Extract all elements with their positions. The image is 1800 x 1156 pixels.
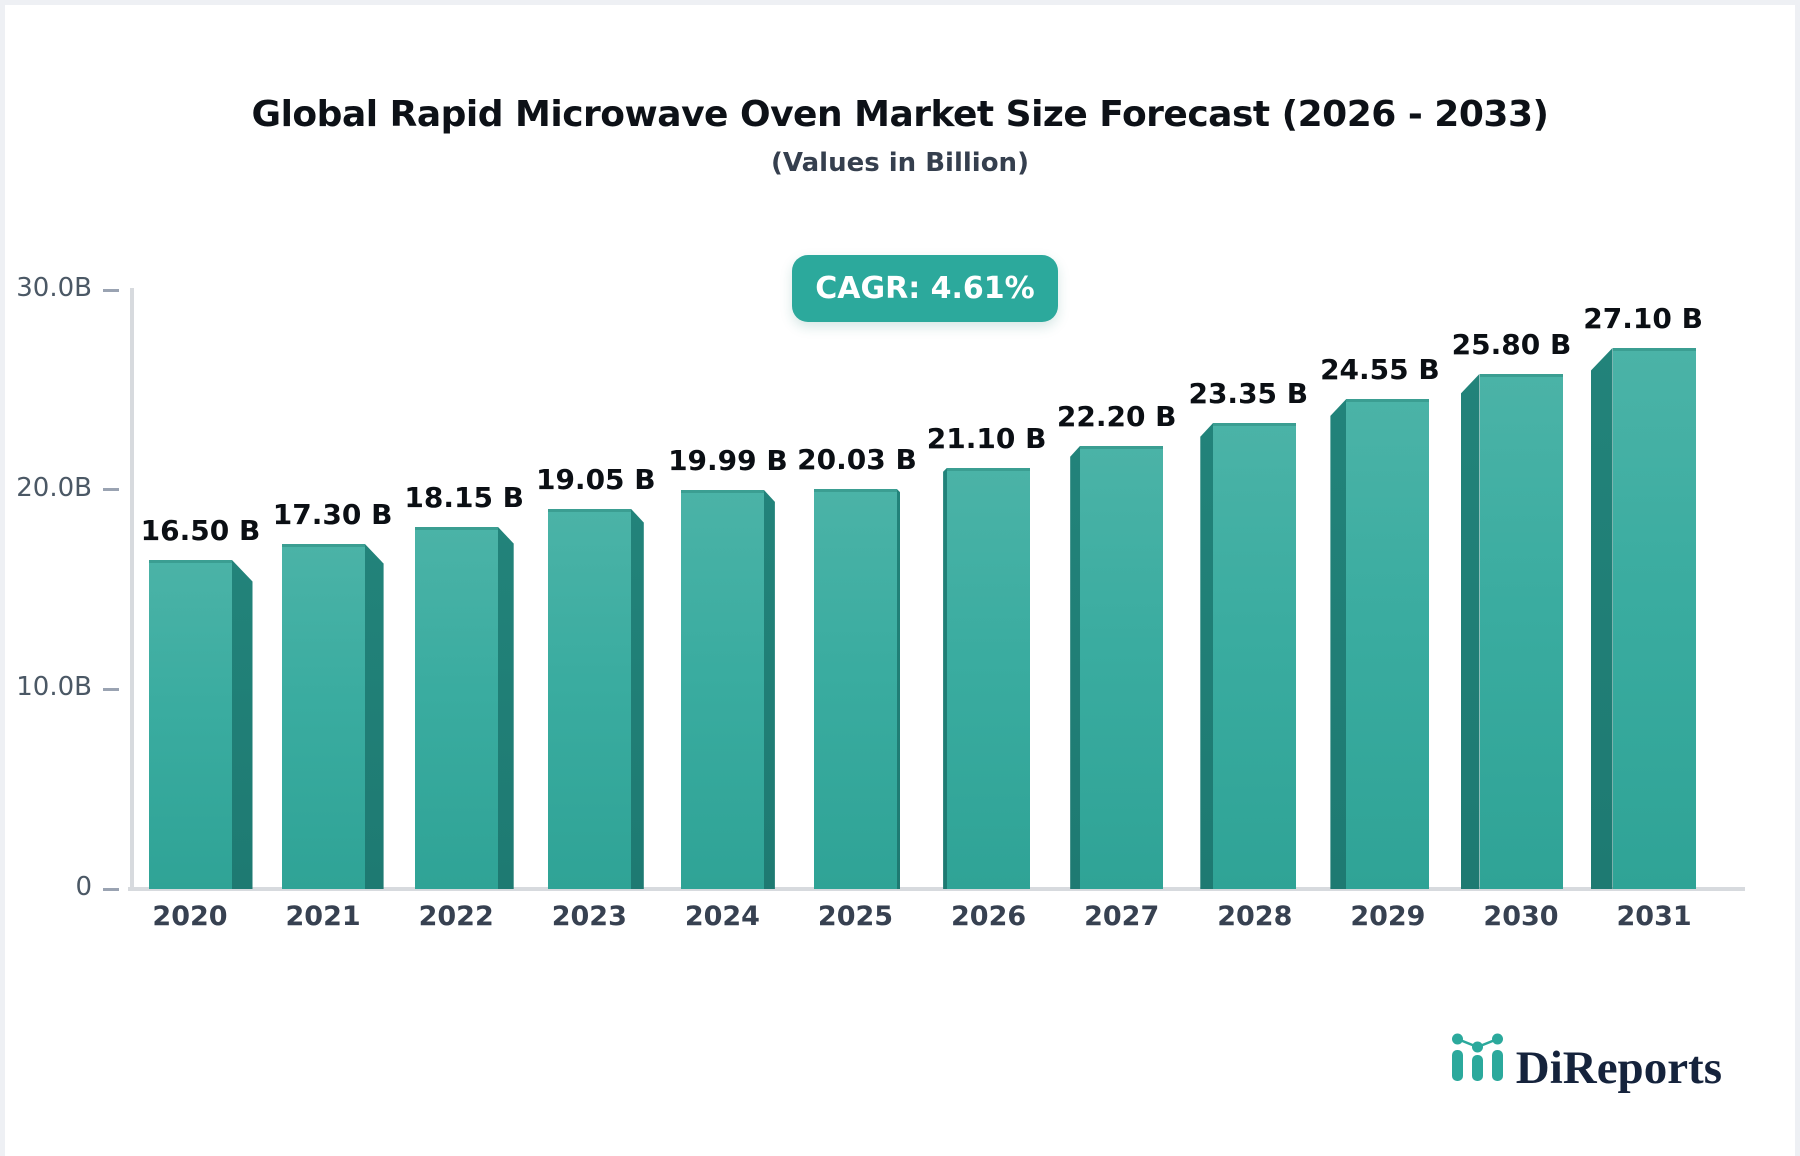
chart-title: Global Rapid Microwave Oven Market Size … [251, 94, 1549, 135]
bar-value-label: 19.05 B [535, 462, 656, 496]
logo-text: DiReports [1515, 1042, 1722, 1094]
bar-value-label: 16.50 B [140, 513, 261, 547]
x-axis-label: 2028 [1217, 901, 1293, 932]
y-axis-tick-label: 0 [75, 872, 92, 902]
y-axis-tick-label: 20.0B [16, 472, 92, 503]
bar [1612, 347, 1696, 889]
bar-side [497, 526, 514, 889]
bar [814, 489, 897, 889]
bar-side [943, 467, 948, 889]
bar [414, 526, 498, 889]
bar [1346, 398, 1430, 889]
x-axis-label: 2026 [951, 901, 1027, 932]
bar-side [630, 508, 644, 889]
chart-subtitle: (Values in Billion) [771, 148, 1029, 178]
bar [1213, 422, 1297, 889]
bar-side [364, 543, 384, 889]
bar-value-label: 23.35 B [1188, 376, 1309, 410]
bar [1479, 373, 1563, 889]
x-axis-label: 2023 [551, 901, 627, 932]
bar-side [1590, 347, 1613, 889]
direports-logo: DiReports [1448, 1026, 1722, 1092]
bar-side [1200, 422, 1214, 889]
x-axis-label: 2027 [1084, 901, 1160, 932]
y-axis-tick-mark [103, 687, 119, 691]
bar [947, 467, 1031, 889]
bar-value-label: 22.20 B [1056, 399, 1177, 433]
y-axis-tick-mark [103, 488, 119, 492]
x-axis-label: 2031 [1616, 901, 1692, 932]
bar-value-label: 27.10 B [1583, 301, 1703, 335]
x-axis-label: 2029 [1350, 901, 1426, 932]
x-axis-line [128, 887, 1745, 891]
bar [547, 508, 631, 889]
bar [281, 543, 365, 889]
bar-chart-trend-icon [1448, 1026, 1510, 1092]
y-axis-tick-label: 10.0B [16, 672, 92, 703]
x-axis-label: 2021 [285, 901, 361, 932]
bar-value-label: 18.15 B [404, 480, 525, 514]
x-axis-label: 2025 [817, 901, 894, 932]
x-axis-label: 2030 [1483, 901, 1559, 932]
bar [680, 489, 764, 889]
y-axis-tick-mark [103, 288, 119, 292]
bar-value-label: 19.99 B [668, 443, 788, 477]
bar-value-label: 21.10 B [926, 421, 1047, 455]
x-axis-label: 2020 [152, 901, 228, 932]
bar-value-label: 25.80 B [1451, 327, 1572, 361]
bar-value-label: 17.30 B [272, 497, 393, 531]
bar-side [1330, 398, 1347, 889]
cagr-badge: CAGR: 4.61% [792, 255, 1058, 322]
x-axis-label: 2022 [418, 901, 494, 932]
y-axis-tick-mark [103, 887, 119, 891]
bar-side [1460, 373, 1480, 889]
bar-side [1070, 445, 1081, 889]
bar-value-label: 20.03 B [797, 443, 917, 477]
bar [148, 559, 232, 889]
bar-side [231, 559, 253, 889]
bar-side [897, 489, 900, 889]
bar-value-label: 24.55 B [1320, 352, 1440, 386]
y-axis-tick-label: 30.0B [16, 273, 92, 303]
x-axis-label: 2024 [684, 901, 760, 932]
bar-side [763, 489, 775, 889]
bar [1080, 445, 1164, 889]
y-axis-line [130, 288, 134, 889]
